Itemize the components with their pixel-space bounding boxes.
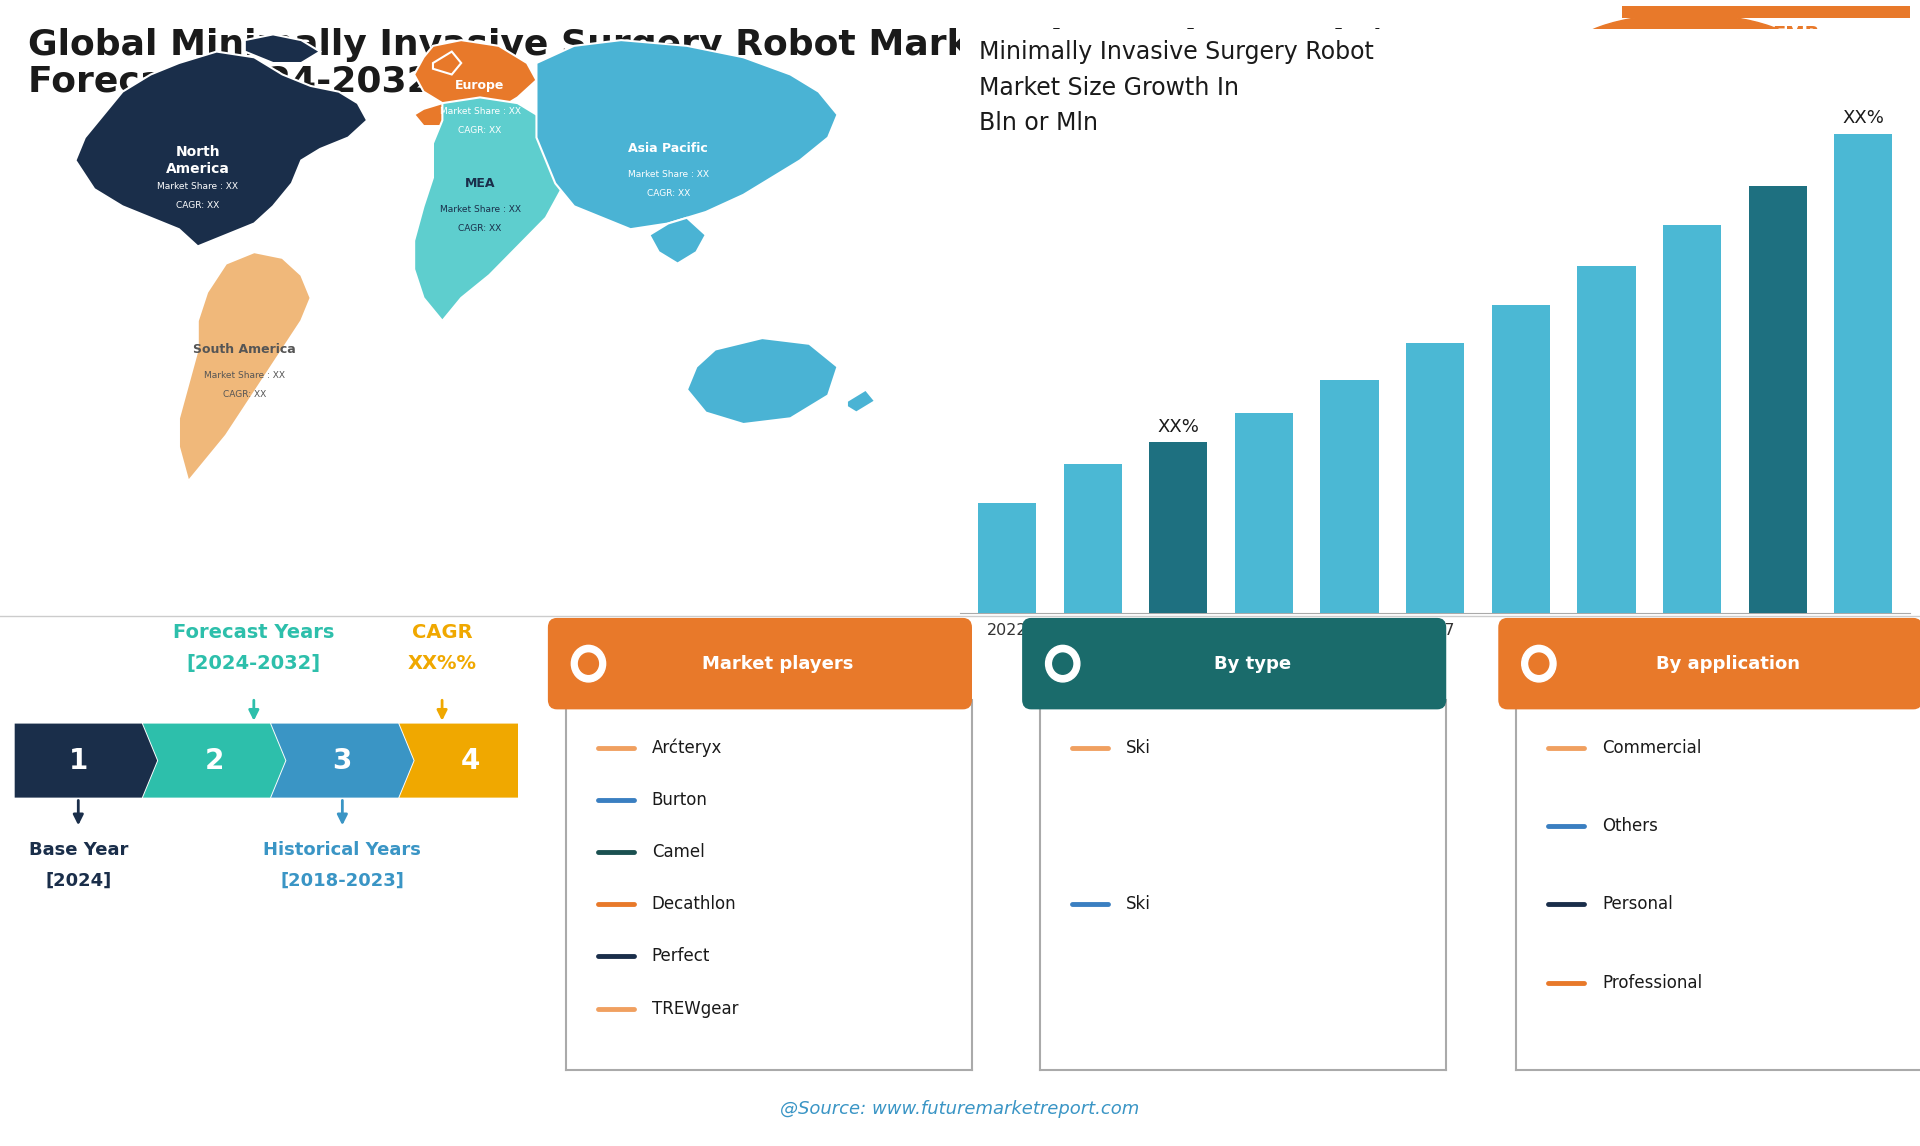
Polygon shape xyxy=(271,723,413,798)
Text: Asia Pacific: Asia Pacific xyxy=(628,142,708,156)
Text: CAGR: XX: CAGR: XX xyxy=(459,223,501,233)
Bar xyxy=(1321,379,1379,613)
Polygon shape xyxy=(246,34,321,63)
Circle shape xyxy=(1528,653,1549,674)
Text: 2: 2 xyxy=(204,746,225,775)
Bar xyxy=(977,503,1037,613)
Text: 1: 1 xyxy=(69,746,88,775)
Text: FMR: FMR xyxy=(1772,25,1820,44)
Text: Others: Others xyxy=(1601,817,1659,835)
Text: CAGR: XX: CAGR: XX xyxy=(459,126,501,135)
Polygon shape xyxy=(536,40,837,229)
Text: Market Share : XX: Market Share : XX xyxy=(440,205,520,213)
Text: XX%: XX% xyxy=(1158,418,1200,435)
Text: Historical Years: Historical Years xyxy=(263,841,420,860)
Text: 🏃: 🏃 xyxy=(1680,45,1692,65)
Circle shape xyxy=(1523,645,1555,682)
Bar xyxy=(1834,134,1893,613)
Text: Market Share : XX: Market Share : XX xyxy=(628,171,708,179)
Text: Commercial: Commercial xyxy=(1601,739,1701,756)
Text: TREWgear: TREWgear xyxy=(651,999,737,1018)
Text: Market Share : XX: Market Share : XX xyxy=(440,108,520,116)
Text: MEA: MEA xyxy=(465,176,495,190)
Polygon shape xyxy=(399,723,541,798)
Polygon shape xyxy=(15,723,157,798)
Text: By type: By type xyxy=(1213,654,1290,673)
Text: Europe: Europe xyxy=(455,79,505,93)
Text: CAGR: XX: CAGR: XX xyxy=(177,201,219,210)
Text: FUTURE MARKET REPORT: FUTURE MARKET REPORT xyxy=(1772,65,1868,74)
Polygon shape xyxy=(75,52,367,246)
Circle shape xyxy=(572,645,605,682)
Polygon shape xyxy=(434,52,461,74)
Text: Arćteryx: Arćteryx xyxy=(651,739,722,758)
FancyBboxPatch shape xyxy=(1021,618,1446,709)
Circle shape xyxy=(1046,645,1079,682)
Text: Global Minimally Invasive Surgery Robot Market Size and Growth | CAGR: Global Minimally Invasive Surgery Robot … xyxy=(29,28,1509,64)
Text: Professional: Professional xyxy=(1601,973,1703,991)
Text: 3: 3 xyxy=(332,746,351,775)
Polygon shape xyxy=(687,338,837,424)
Text: Ski: Ski xyxy=(1125,739,1150,756)
Text: [2024-2032]: [2024-2032] xyxy=(186,654,321,673)
Text: Base Year: Base Year xyxy=(29,841,129,860)
Text: Perfect: Perfect xyxy=(651,948,710,965)
Text: North
America: North America xyxy=(165,146,230,175)
Text: By application: By application xyxy=(1657,654,1801,673)
Text: Decathlon: Decathlon xyxy=(651,895,735,913)
Text: CAGR: CAGR xyxy=(411,623,472,643)
Text: XX%%: XX%% xyxy=(407,654,476,673)
Bar xyxy=(1492,305,1549,613)
Bar xyxy=(1578,266,1636,613)
Text: Market Share : XX: Market Share : XX xyxy=(157,182,238,190)
Text: [2024]: [2024] xyxy=(46,872,111,889)
Text: Market players: Market players xyxy=(703,654,854,673)
Polygon shape xyxy=(847,390,876,413)
Bar xyxy=(1235,413,1292,613)
Bar xyxy=(1064,464,1121,613)
Text: @Source: www.futuremarketreport.com: @Source: www.futuremarketreport.com xyxy=(780,1100,1140,1118)
Polygon shape xyxy=(179,252,311,481)
Text: 4: 4 xyxy=(461,746,480,775)
Polygon shape xyxy=(415,97,564,321)
Text: Burton: Burton xyxy=(651,791,708,809)
Text: Forecast 2024-2032: Forecast 2024-2032 xyxy=(29,64,432,99)
Text: CAGR: XX: CAGR: XX xyxy=(223,390,267,399)
Text: CAGR: XX: CAGR: XX xyxy=(647,189,689,198)
Polygon shape xyxy=(649,218,707,264)
Bar xyxy=(1405,344,1465,613)
Bar xyxy=(1749,186,1807,613)
Polygon shape xyxy=(415,40,536,120)
Text: [2018-2023]: [2018-2023] xyxy=(280,872,405,889)
Text: Minimally Invasive Surgery Robot
Market Size Growth In
Bln or Mln: Minimally Invasive Surgery Robot Market … xyxy=(979,40,1375,135)
Text: Camel: Camel xyxy=(651,843,705,861)
Text: Ski: Ski xyxy=(1125,895,1150,913)
Bar xyxy=(1663,226,1720,613)
Text: Personal: Personal xyxy=(1601,895,1672,913)
Circle shape xyxy=(578,653,599,674)
Polygon shape xyxy=(142,723,286,798)
FancyBboxPatch shape xyxy=(1498,618,1920,709)
Text: Forecast Years: Forecast Years xyxy=(173,623,334,643)
Bar xyxy=(1150,442,1208,613)
FancyBboxPatch shape xyxy=(547,618,972,709)
Text: XX%: XX% xyxy=(1843,109,1884,127)
Circle shape xyxy=(1565,14,1807,101)
Text: South America: South America xyxy=(194,343,296,356)
FancyBboxPatch shape xyxy=(1622,6,1910,18)
Polygon shape xyxy=(415,103,451,126)
Text: Market Share : XX: Market Share : XX xyxy=(204,371,286,379)
Circle shape xyxy=(1052,653,1073,674)
